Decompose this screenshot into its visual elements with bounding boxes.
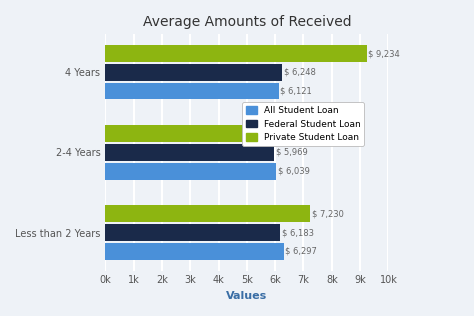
X-axis label: Values: Values <box>226 291 267 301</box>
Bar <box>105 224 280 241</box>
Text: $ 6,297: $ 6,297 <box>285 247 317 256</box>
Text: $ 7,230: $ 7,230 <box>312 210 344 218</box>
Text: $ 6,039: $ 6,039 <box>278 167 310 176</box>
Title: Average Amounts of Received: Average Amounts of Received <box>143 15 351 29</box>
Bar <box>105 205 310 222</box>
Text: $ 6,248: $ 6,248 <box>284 68 316 77</box>
Bar <box>105 125 274 142</box>
Bar <box>105 64 282 81</box>
Text: $ 6,183: $ 6,183 <box>282 228 314 237</box>
Bar <box>105 163 276 179</box>
Bar <box>105 82 279 100</box>
Bar <box>105 243 283 260</box>
Bar <box>105 144 274 161</box>
Text: $ 5,955: $ 5,955 <box>275 129 307 138</box>
Text: $ 5,969: $ 5,969 <box>276 148 308 157</box>
Text: $ 9,234: $ 9,234 <box>368 49 400 58</box>
Bar <box>105 45 367 62</box>
Text: $ 6,121: $ 6,121 <box>280 87 312 95</box>
Legend: All Student Loan, Federal Student Loan, Private Student Loan: All Student Loan, Federal Student Loan, … <box>242 102 364 146</box>
